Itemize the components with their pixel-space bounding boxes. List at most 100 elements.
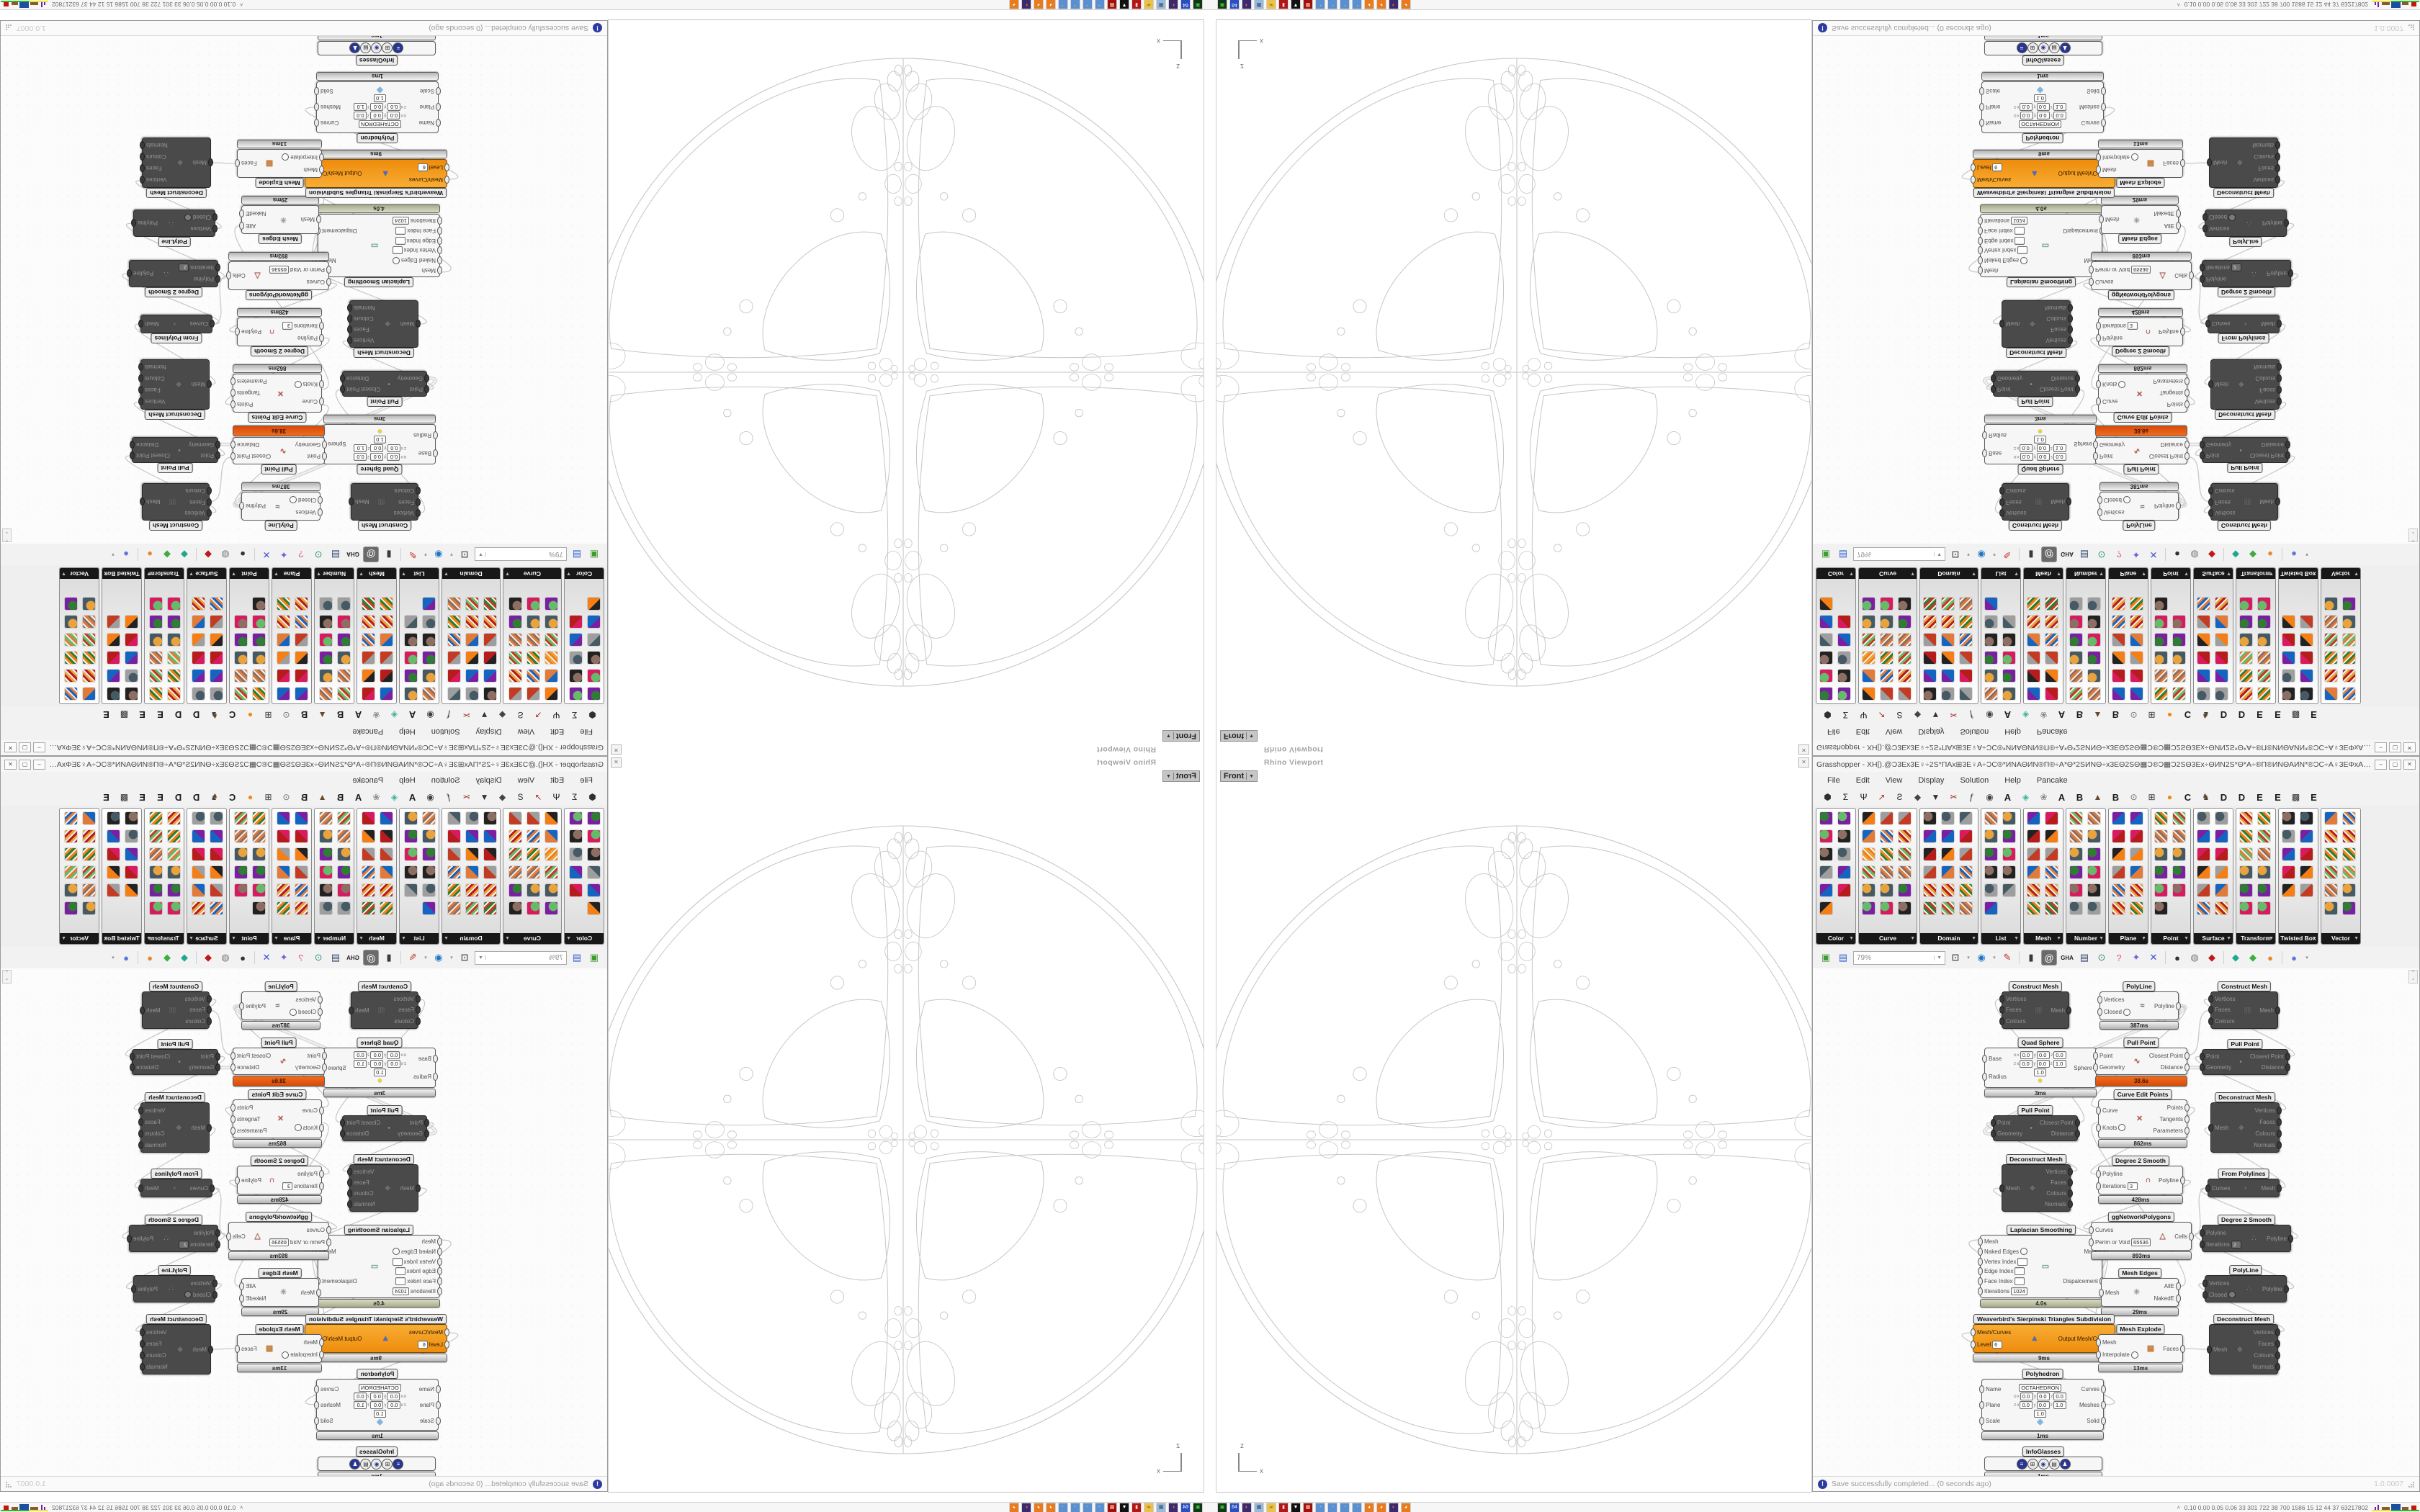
component-icon[interactable] — [338, 812, 350, 824]
component-icon[interactable] — [2258, 616, 2270, 628]
component-icon[interactable] — [1985, 830, 1997, 842]
tray-expand-icon[interactable]: ∧ — [2176, 1, 2181, 8]
tab-orange-dot[interactable]: ● — [2166, 792, 2173, 802]
component-icon[interactable] — [2282, 866, 2295, 878]
infoglasses-button[interactable]: ⊞ — [382, 42, 393, 54]
infoglasses-button[interactable]: ≡ — [2016, 42, 2027, 54]
component-icon[interactable] — [2258, 688, 2270, 700]
component-icon[interactable] — [405, 652, 417, 664]
value-box[interactable] — [2017, 246, 2028, 255]
palette-section-label[interactable]: List ▼ — [400, 568, 439, 579]
component-icon[interactable] — [1942, 670, 1954, 682]
component-icon[interactable] — [509, 884, 521, 896]
component-icon[interactable] — [2197, 652, 2210, 664]
gha-icon[interactable]: GHA — [2061, 954, 2074, 961]
component-icon[interactable] — [2282, 670, 2295, 682]
component-icon[interactable] — [466, 616, 478, 628]
component-icon[interactable] — [423, 902, 435, 914]
node-pull-point[interactable]: Point Geometry • Closest Point Distance — [130, 1049, 220, 1075]
doc-flag-icon[interactable]: ▤ — [331, 549, 341, 560]
component-icon[interactable] — [277, 688, 290, 700]
value-box[interactable]: 0.0 — [387, 1059, 400, 1068]
component-icon[interactable] — [1899, 866, 1911, 878]
help-box-icon[interactable]: ? — [298, 549, 304, 560]
component-icon[interactable] — [2045, 830, 2058, 842]
component-icon[interactable] — [253, 688, 265, 700]
component-icon[interactable] — [1924, 652, 1936, 664]
component-icon[interactable] — [168, 634, 180, 646]
component-icon[interactable] — [405, 884, 417, 896]
toggle[interactable] — [2118, 381, 2126, 388]
open-file-icon[interactable]: ▣ — [1821, 549, 1831, 560]
component-icon[interactable] — [295, 688, 308, 700]
component-icon[interactable] — [107, 652, 120, 664]
component-icon[interactable] — [484, 884, 496, 896]
component-icon[interactable] — [1960, 866, 1972, 878]
component-icon[interactable] — [1820, 812, 1832, 824]
component-icon[interactable] — [448, 812, 460, 824]
component-icon[interactable] — [125, 616, 138, 628]
component-icon[interactable] — [210, 634, 223, 646]
component-icon[interactable] — [527, 670, 539, 682]
tab-b2[interactable]: B — [300, 709, 308, 721]
toggle[interactable] — [2228, 214, 2236, 221]
tab-orange-dot[interactable]: ● — [2166, 710, 2173, 720]
tab-intersect[interactable]: ✂ — [1950, 710, 1958, 720]
preview-icon[interactable]: ◉ — [1977, 952, 1986, 963]
palette-section-label[interactable]: Plane ▼ — [2109, 933, 2148, 944]
tab-shield[interactable]: ⊙ — [2130, 792, 2138, 802]
tab-flower[interactable]: ❀ — [2040, 710, 2048, 720]
component-icon[interactable] — [570, 866, 582, 878]
folder-app-icon[interactable]: ▰ — [1144, 0, 1154, 10]
component-icon[interactable] — [192, 670, 205, 682]
component-icon[interactable] — [423, 616, 435, 628]
chevron-down-icon[interactable]: ▼ — [2354, 571, 2359, 576]
value-box[interactable]: 0.0 — [2020, 1059, 2033, 1068]
component-icon[interactable] — [150, 866, 162, 878]
node-pull-point[interactable]: Point Geometry • Closest Point Distance — [2200, 437, 2290, 463]
component-icon[interactable] — [295, 616, 308, 628]
component-icon[interactable] — [1838, 884, 1850, 896]
component-icon[interactable] — [2130, 688, 2143, 700]
node-degree-2-smooth[interactable]: Polyline Iterations 3 ∩ Polyline — [2096, 1166, 2185, 1194]
component-icon[interactable] — [235, 652, 247, 664]
component-icon[interactable] — [448, 884, 460, 896]
menu-solution[interactable]: Solution — [431, 775, 460, 785]
component-icon[interactable] — [2215, 866, 2228, 878]
component-icon[interactable] — [150, 848, 162, 860]
tab-gem-teal[interactable]: ◈ — [390, 710, 398, 720]
component-icon[interactable] — [2325, 616, 2337, 628]
strands-icon[interactable]: ✕ — [2149, 549, 2158, 560]
component-icon[interactable] — [545, 652, 557, 664]
node-construct-mesh[interactable]: Vertices Faces Colours ▦ Mesh — [140, 991, 212, 1029]
component-icon[interactable] — [2070, 616, 2082, 628]
chevron-down-icon[interactable]: ▼ — [2014, 571, 2019, 576]
tab-maths[interactable]: Σ — [571, 710, 578, 720]
component-icon[interactable] — [1838, 670, 1850, 682]
palette-section-label[interactable]: Vector ▼ — [2321, 568, 2360, 579]
palette-section-label[interactable]: Surface ▼ — [187, 933, 226, 944]
component-icon[interactable] — [588, 652, 600, 664]
chevron-down-icon[interactable]: ▼ — [2141, 571, 2146, 576]
component-icon[interactable] — [125, 634, 138, 646]
component-icon[interactable] — [2173, 866, 2185, 878]
tab-display[interactable]: ◉ — [1986, 792, 1994, 802]
blender-app-icon[interactable]: ◕ — [1009, 0, 1019, 10]
component-icon[interactable] — [210, 812, 223, 824]
tab-surface[interactable]: ◆ — [498, 710, 506, 720]
component-icon[interactable] — [277, 634, 290, 646]
value-box[interactable]: 0.0 — [387, 1400, 400, 1409]
component-icon[interactable] — [2258, 902, 2270, 914]
node-infoglasses[interactable]: ≡ ⊞ ◉ ▤ ♟ — [1984, 1457, 2102, 1471]
tab-e3[interactable]: E — [103, 791, 109, 803]
component-icon[interactable] — [1863, 902, 1875, 914]
component-icon[interactable] — [295, 884, 308, 896]
palette-app-icon[interactable]: ◔ — [1352, 1502, 1362, 1512]
tab-sets[interactable]: Ψ — [552, 710, 560, 720]
value-box[interactable]: 0.0 — [353, 1392, 367, 1400]
component-icon[interactable] — [1820, 670, 1832, 682]
node-curve-edit-points[interactable]: Curve Knots ✕ Points Tangents Parameters — [230, 1099, 324, 1138]
tray-expand-icon[interactable]: ∧ — [2176, 1504, 2181, 1511]
tab-grid[interactable]: ⊞ — [2148, 792, 2156, 802]
component-icon[interactable] — [2112, 812, 2125, 824]
